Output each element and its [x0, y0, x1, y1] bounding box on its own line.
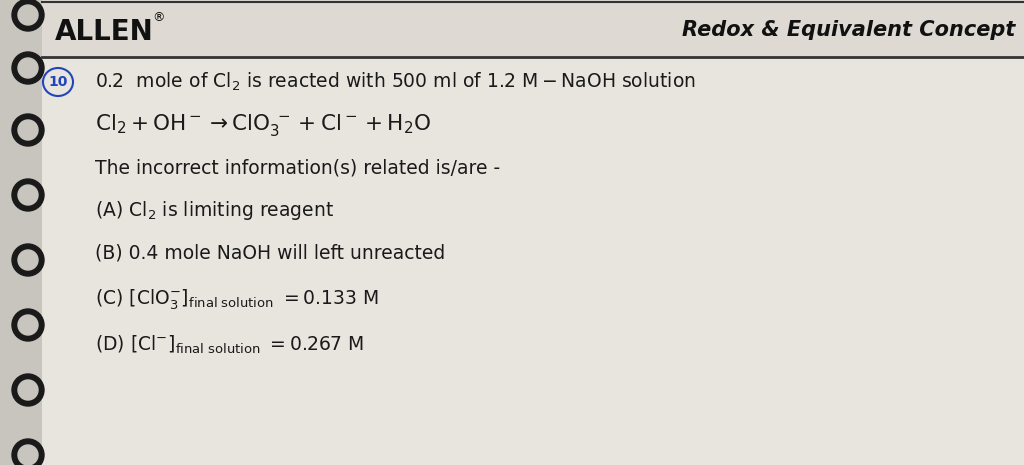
Text: (B) 0.4 mole NaOH will left unreacted: (B) 0.4 mole NaOH will left unreacted — [95, 244, 445, 263]
Circle shape — [18, 120, 38, 140]
FancyBboxPatch shape — [42, 0, 1024, 465]
Circle shape — [12, 439, 44, 465]
Circle shape — [12, 244, 44, 276]
Circle shape — [18, 58, 38, 78]
Text: $\mathrm{(A)\ Cl_2}$ is limiting reagent: $\mathrm{(A)\ Cl_2}$ is limiting reagent — [95, 199, 334, 221]
Text: ALLEN: ALLEN — [55, 18, 154, 46]
FancyBboxPatch shape — [42, 0, 1024, 57]
Text: $\mathrm{Cl_2 + OH^- \rightarrow ClO_3^{\ -} + Cl^- + H_2O}$: $\mathrm{Cl_2 + OH^- \rightarrow ClO_3^{… — [95, 112, 431, 138]
Text: 10: 10 — [48, 75, 68, 89]
Circle shape — [12, 309, 44, 341]
Circle shape — [18, 445, 38, 465]
Text: $\mathrm{(D)\ [Cl^{-}]_{\rm final\ solution}}$$\ = 0.267\ \mathrm{M}$: $\mathrm{(D)\ [Cl^{-}]_{\rm final\ solut… — [95, 334, 365, 356]
Circle shape — [12, 114, 44, 146]
Circle shape — [12, 374, 44, 406]
Circle shape — [18, 185, 38, 205]
Text: ®: ® — [152, 12, 165, 25]
Text: The incorrect information(s) related is/are -: The incorrect information(s) related is/… — [95, 159, 500, 178]
Circle shape — [12, 0, 44, 31]
Circle shape — [18, 5, 38, 25]
Text: Redox & Equivalent Concept: Redox & Equivalent Concept — [682, 20, 1015, 40]
Text: $0.2\ \ \mathrm{mole\ of\ Cl_2\ is\ reacted\ with\ 500\ ml\ of\ 1.2\ M - NaOH\ s: $0.2\ \ \mathrm{mole\ of\ Cl_2\ is\ reac… — [95, 71, 696, 93]
Circle shape — [18, 250, 38, 270]
Circle shape — [12, 179, 44, 211]
Circle shape — [12, 52, 44, 84]
Circle shape — [18, 315, 38, 335]
Circle shape — [18, 380, 38, 400]
Text: $\mathrm{(C)\ [ClO_3^{-}]_{\rm final\ solution}}$$\ = 0.133\ \mathrm{M}$: $\mathrm{(C)\ [ClO_3^{-}]_{\rm final\ so… — [95, 288, 379, 312]
